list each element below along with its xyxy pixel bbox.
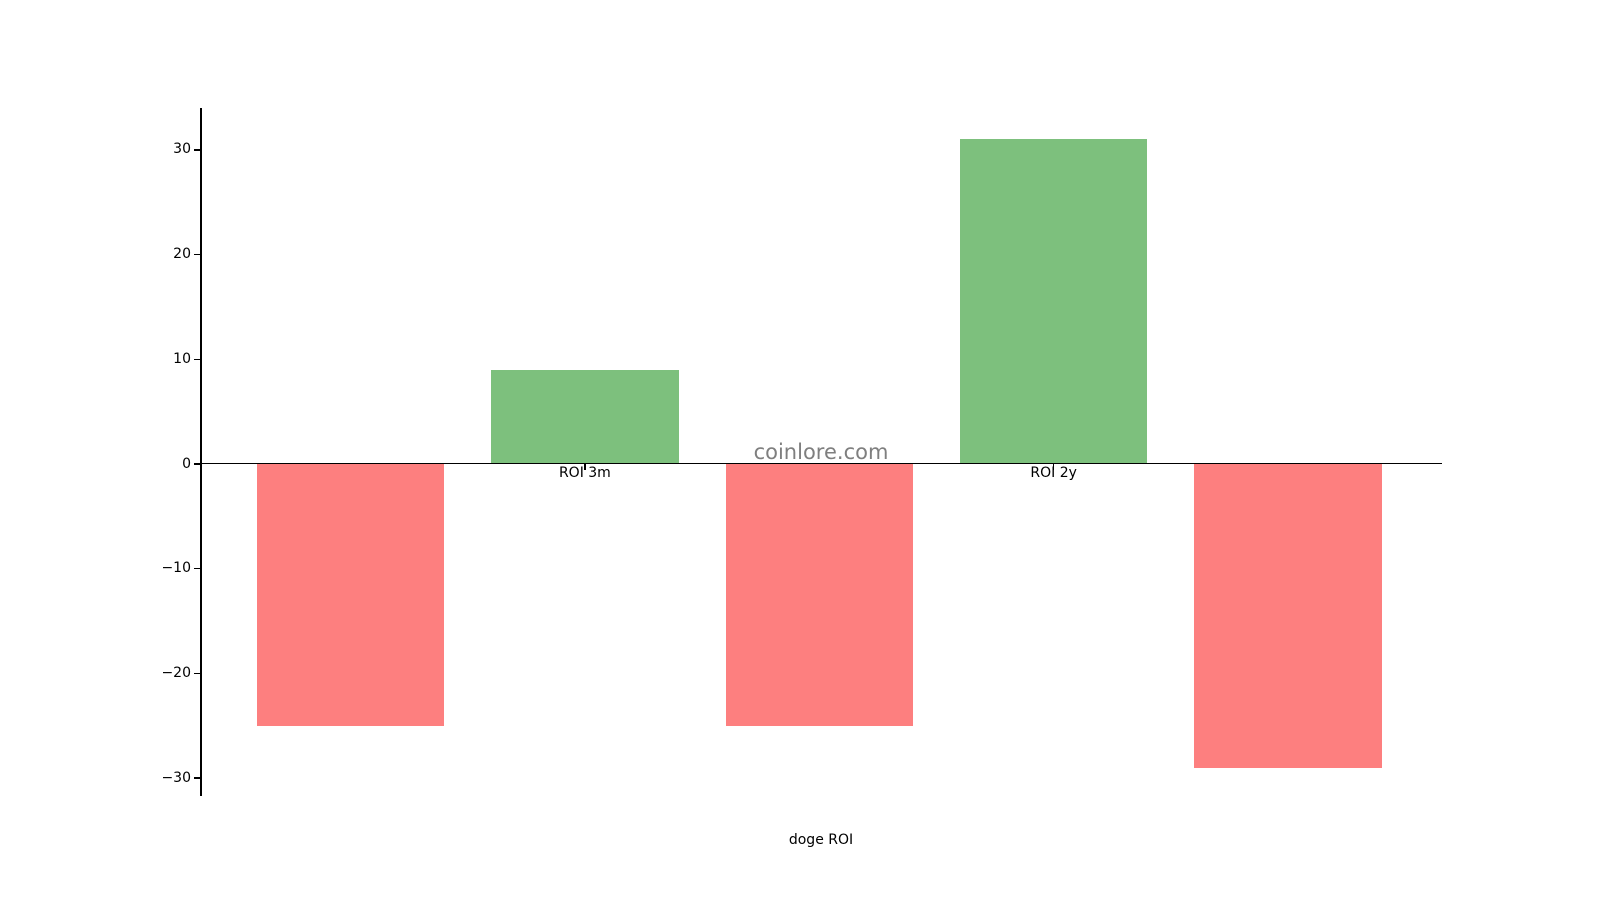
positive-roi-bar [959,139,1148,464]
y-tick-label: −20 [161,664,191,681]
y-tick-mark [194,568,201,570]
x-tick-mark [584,464,586,470]
x-tick-label: ROI 3m [558,465,611,481]
y-tick-label: 20 [173,246,191,263]
x-tick-mark [1053,464,1055,470]
y-tick-mark [194,149,201,151]
negative-roi-bar [725,464,914,726]
y-tick-label: 10 [173,350,191,367]
y-tick-label: 30 [173,141,191,158]
x-axis-zero-line [201,463,1442,465]
x-axis-label: doge ROI [788,832,854,848]
y-tick-label: −30 [161,769,191,786]
y-tick-mark [194,672,201,675]
negative-roi-bar [256,464,445,726]
y-tick-mark [194,463,201,465]
y-tick-mark [194,777,201,779]
y-tick-mark [194,253,201,256]
y-tick-label: 0 [182,455,191,472]
y-tick-label: −10 [161,560,191,577]
y-tick-mark [194,358,201,360]
x-tick-label: ROI 2y [1030,465,1077,481]
positive-roi-bar [491,369,679,464]
negative-roi-bar [1194,464,1382,768]
watermark-text: coinlore.com [753,440,889,464]
y-axis-spine [200,108,202,796]
